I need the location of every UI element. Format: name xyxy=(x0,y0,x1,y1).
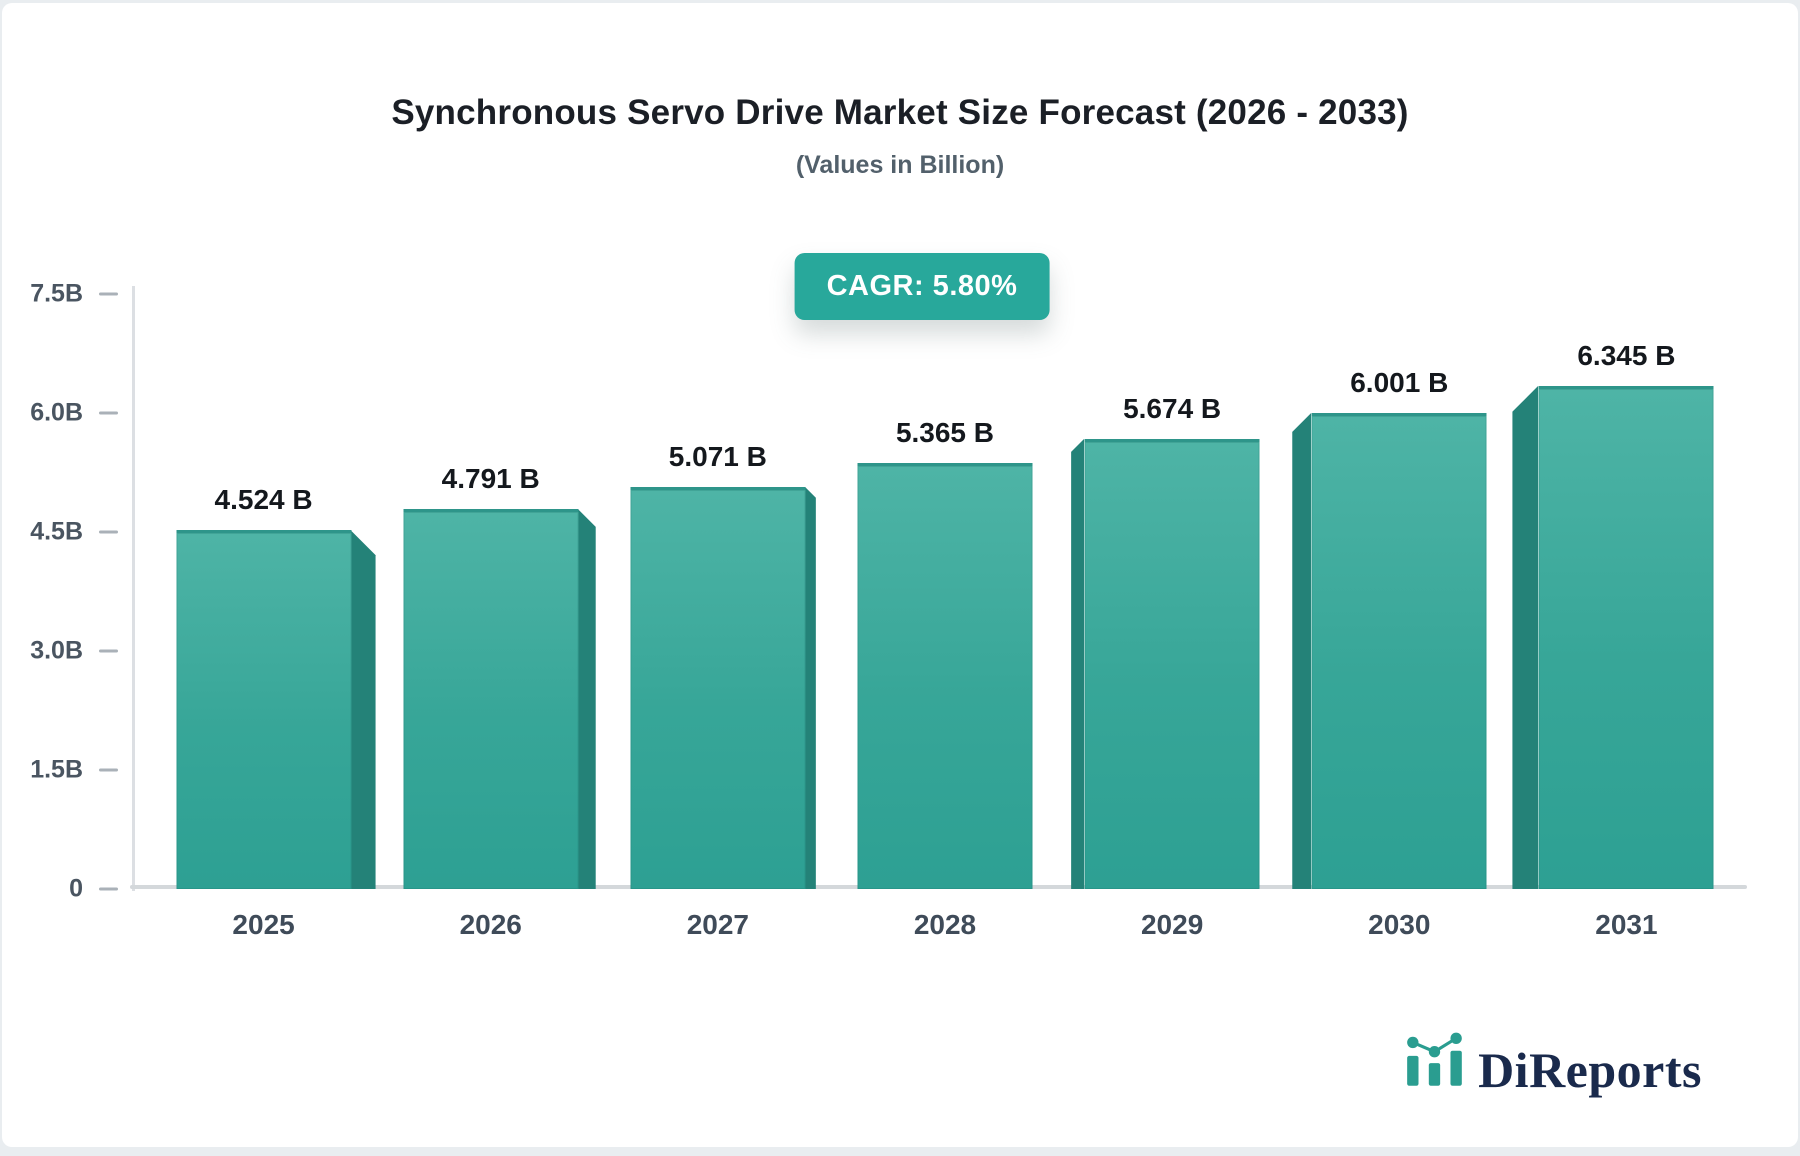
y-tick-mark xyxy=(99,292,118,296)
y-tick-label: 4.5B xyxy=(30,517,83,546)
cagr-badge: CAGR: 5.80% xyxy=(794,253,1050,320)
bar xyxy=(403,508,579,889)
bar-value-label: 6.001 B xyxy=(1350,366,1449,398)
x-axis-label: 2030 xyxy=(1368,909,1431,940)
bar-value-label: 5.365 B xyxy=(895,417,995,449)
bar-group-2027: 5.071 B 2027 xyxy=(604,294,831,940)
bar-3d-side xyxy=(350,530,376,889)
y-tick-mark xyxy=(99,649,118,653)
y-tick-label: 1.5B xyxy=(30,755,83,784)
y-tick-label: 3.0B xyxy=(30,636,83,665)
mini-bar-trend-icon xyxy=(1407,1032,1462,1086)
bar xyxy=(1311,412,1487,889)
direports-logo: DiReports xyxy=(1402,1031,1702,1098)
y-tick-label: 7.5B xyxy=(30,279,83,308)
x-axis-label: 2031 xyxy=(1595,909,1658,940)
bar-group-2029: 5.674 B 2029 xyxy=(1059,294,1286,940)
y-tick-1.5B: 1.5B xyxy=(30,756,118,785)
y-tick-6.0B: 6.0B xyxy=(30,399,118,428)
chart-subtitle: (Values in Billion) xyxy=(795,151,1005,179)
bar-series: 4.524 B 2025 4.791 B 2026 5.071 B 2027 5.365 B… xyxy=(150,294,1740,940)
x-axis-label: 2029 xyxy=(1140,909,1204,940)
brand-name: DiReports xyxy=(1478,1041,1702,1098)
bar-group-2025: 4.524 B 2025 xyxy=(150,294,377,940)
x-axis-label: 2028 xyxy=(913,909,977,940)
x-axis-label: 2025 xyxy=(232,909,295,940)
y-tick-mark xyxy=(99,530,118,534)
bar-group-2026: 4.791 B 2026 xyxy=(377,294,604,940)
x-axis-label: 2027 xyxy=(686,909,749,940)
chart-card: Synchronous Servo Drive Market Size Fore… xyxy=(2,3,1798,1147)
bar-3d-side xyxy=(577,508,596,889)
bar-value-label: 6.345 B xyxy=(1577,339,1676,371)
bar xyxy=(630,486,806,889)
y-tick-mark xyxy=(99,768,118,772)
bar-value-label: 5.674 B xyxy=(1123,392,1222,424)
y-axis-line xyxy=(132,286,135,891)
bar-3d-side xyxy=(1292,412,1312,889)
y-tick-label: 0 xyxy=(69,874,83,903)
bar-group-2028: 5.365 B 2028 xyxy=(831,294,1058,940)
bar-3d-side xyxy=(1512,385,1539,889)
bar xyxy=(1538,385,1714,889)
bar-group-2031: 6.345 B 2031 xyxy=(1512,294,1740,940)
bar-chart-plot: 7.5B 6.0B 4.5B 3.0B 1.5B 0 4.524 B 2025 4.791 B… xyxy=(30,280,1747,940)
bar-value-label: 5.071 B xyxy=(668,440,767,472)
chart-title: Synchronous Servo Drive Market Size Fore… xyxy=(391,93,1409,132)
bar xyxy=(857,463,1033,889)
bar-3d-side xyxy=(1071,438,1085,889)
bar xyxy=(1084,438,1260,889)
bar-value-label: 4.524 B xyxy=(214,484,313,516)
y-tick-0: 0 xyxy=(69,875,118,904)
y-tick-label: 6.0B xyxy=(30,398,83,427)
x-axis-label: 2026 xyxy=(459,909,522,940)
y-tick-mark xyxy=(99,887,118,891)
bar-group-2030: 6.001 B 2030 xyxy=(1286,294,1513,940)
y-tick-mark xyxy=(99,411,118,415)
bar-value-label: 4.791 B xyxy=(441,462,540,494)
y-tick-4.5B: 4.5B xyxy=(30,518,118,547)
bar xyxy=(176,530,352,889)
y-tick-7.5B: 7.5B xyxy=(30,280,118,309)
y-tick-3.0B: 3.0B xyxy=(30,637,118,666)
bar-3d-side xyxy=(804,486,816,889)
